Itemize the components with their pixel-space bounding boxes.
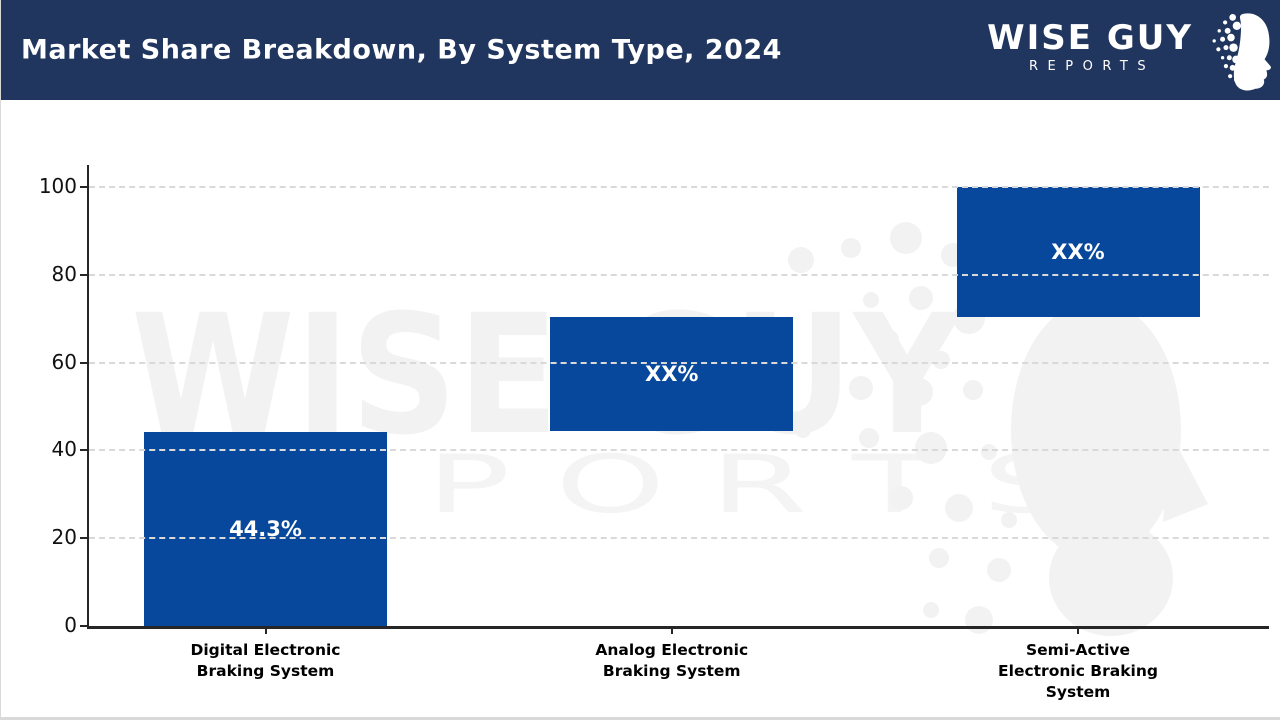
y-axis-tick: [80, 185, 88, 188]
gridline: [89, 273, 1269, 276]
y-axis-tick: [80, 449, 88, 452]
x-axis-tick: [670, 627, 673, 634]
gridline: [89, 537, 1269, 540]
bar-value-label: 44.3%: [229, 516, 302, 541]
bar: [144, 431, 387, 626]
logo-text: WISE GUY REPORTS: [987, 20, 1193, 74]
y-axis-tick: [80, 537, 88, 540]
bottom-divider: [1, 717, 1280, 720]
logo-subtitle: REPORTS: [1029, 59, 1156, 74]
bar-value-label: XX%: [1051, 239, 1105, 264]
chart-area: WISE GUY R E P O R T S: [1, 100, 1280, 720]
y-axis-tick-label: 0: [64, 613, 77, 637]
bar-value-label: XX%: [645, 362, 699, 387]
bar: [550, 316, 794, 432]
page-title: Market Share Breakdown, By System Type, …: [21, 34, 782, 66]
bar: [956, 186, 1200, 317]
x-axis-tick: [1077, 627, 1079, 634]
y-axis-tick: [80, 273, 88, 276]
wise-guy-reports-logo: WISE GUY REPORTS: [987, 4, 1273, 96]
gridline: [89, 361, 1269, 364]
header-banner: Market Share Breakdown, By System Type, …: [1, 0, 1280, 100]
y-axis-tick-label: 60: [51, 349, 77, 374]
x-axis-category-label: Analog Electronic Braking System: [595, 641, 749, 680]
x-axis-category-label: Digital Electronic Braking System: [190, 641, 341, 680]
y-axis-tick-label: 40: [51, 437, 77, 462]
y-axis-tick-label: 80: [51, 261, 77, 286]
y-axis-tick-label: 20: [51, 525, 77, 550]
logo-face-icon: [1212, 13, 1271, 91]
x-axis-spine: [87, 626, 1269, 629]
x-axis-category-label: Semi-Active Electronic Braking System: [998, 641, 1158, 701]
logo-wordmark: WISE GUY: [987, 18, 1193, 58]
gridline: [89, 449, 1269, 452]
y-axis-spine: [87, 165, 89, 628]
y-axis-tick-label: 100: [38, 173, 77, 198]
y-axis-tick: [80, 625, 88, 627]
y-axis-tick: [80, 361, 88, 364]
gridline: [89, 185, 1269, 188]
x-axis-tick: [264, 627, 267, 634]
